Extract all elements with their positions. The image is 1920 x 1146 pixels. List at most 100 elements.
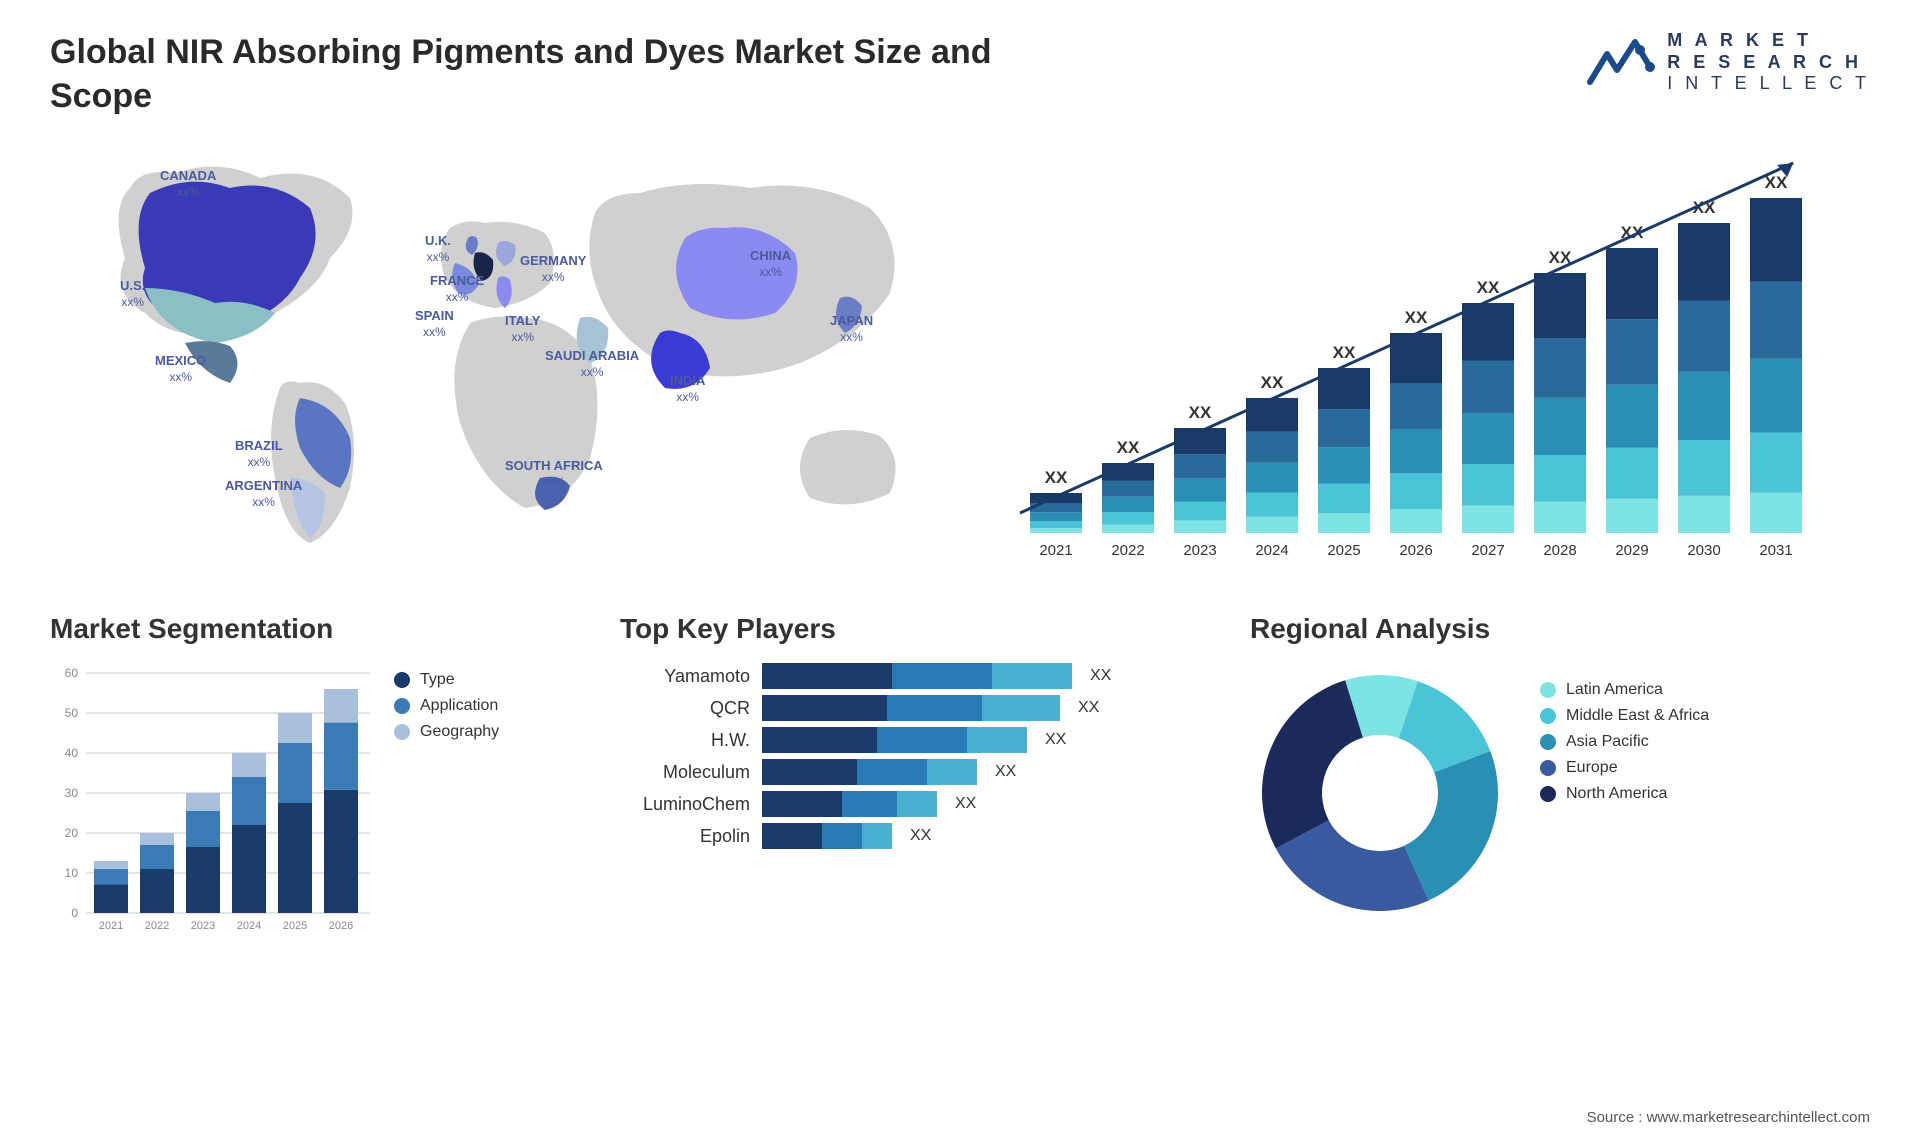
regional-title: Regional Analysis [1250,613,1510,645]
player-bar [762,791,937,817]
logo-line2: R E S E A R C H [1667,52,1870,74]
logo-text: M A R K E T R E S E A R C H I N T E L L … [1667,30,1870,95]
svg-text:2024: 2024 [237,920,261,932]
svg-text:XX: XX [1477,278,1500,297]
logo-icon [1585,32,1655,92]
svg-text:50: 50 [65,706,79,720]
player-value: XX [910,827,931,845]
regional-panel: Regional Analysis Latin America Middle Ea… [1250,613,1870,943]
svg-text:2030: 2030 [1687,542,1720,559]
svg-text:2024: 2024 [1255,542,1288,559]
player-row: H.W. XX [620,727,1200,753]
players-panel: Top Key Players YamamotoXXQCRXXH.W.XXMol… [620,613,1200,943]
svg-text:2023: 2023 [191,920,215,932]
player-name: LuminoChem [620,794,750,815]
svg-text:2022: 2022 [145,920,169,932]
segmentation-title: Market Segmentation [50,613,570,645]
svg-text:XX: XX [1333,343,1356,362]
map-label: CANADAxx% [160,168,216,199]
regional-legend: Latin America Middle East & Africa Asia Pa… [1540,673,1709,943]
legend-item: North America [1540,785,1709,803]
svg-text:XX: XX [1117,438,1140,457]
players-title: Top Key Players [620,613,1200,645]
svg-text:2023: 2023 [1183,542,1216,559]
legend-item: Middle East & Africa [1540,707,1709,725]
growth-svg: XX 2021 XX 2022 XX 2023 XX 2024 XX 2025 XX 2026 XX 20… [990,138,1840,568]
svg-text:60: 60 [65,666,79,680]
svg-text:2022: 2022 [1111,542,1144,559]
player-bar [762,759,977,785]
map-label: INDIAxx% [670,373,705,404]
player-bar [762,695,1060,721]
player-bar [762,823,892,849]
map-label: CHINAxx% [750,248,791,279]
page-title: Global NIR Absorbing Pigments and Dyes M… [50,30,1050,118]
world-map: CANADAxx% U.S.xx% MEXICOxx% BRAZILxx% ARGENT… [50,138,950,578]
source-text: Source : www.marketresearchintellect.com [1587,1109,1870,1126]
map-label: U.S.xx% [120,278,145,309]
svg-text:2026: 2026 [1399,542,1432,559]
legend-item: Europe [1540,759,1709,777]
legend-item: Application [394,697,499,715]
player-name: Moleculum [620,762,750,783]
map-label: SOUTH AFRICAxx% [505,458,603,489]
player-name: H.W. [620,730,750,751]
map-label: SAUDI ARABIAxx% [545,348,639,379]
player-name: QCR [620,698,750,719]
segmentation-legend: Type Application Geography [394,663,499,943]
svg-text:2021: 2021 [1039,542,1072,559]
legend-item: Latin America [1540,681,1709,699]
player-row: Epolin XX [620,823,1200,849]
svg-text:0: 0 [71,906,78,920]
map-label: FRANCExx% [430,273,484,304]
map-label: ITALYxx% [505,313,540,344]
map-label: SPAINxx% [415,308,454,339]
svg-text:XX: XX [1405,308,1428,327]
legend-item: Type [394,671,499,689]
legend-item: Asia Pacific [1540,733,1709,751]
svg-text:10: 10 [65,866,79,880]
svg-text:XX: XX [1045,468,1068,487]
logo-line1: M A R K E T [1667,30,1870,52]
segmentation-chart: 0 10 20 30 40 50 60 2021 2022 2023 2024 2025 2026 [50,663,370,943]
player-name: Yamamoto [620,666,750,687]
map-label: ARGENTINAxx% [225,478,302,509]
regional-donut [1250,663,1510,923]
map-label: JAPANxx% [830,313,873,344]
map-label: BRAZILxx% [235,438,283,469]
player-row: LuminoChem XX [620,791,1200,817]
svg-text:XX: XX [1189,403,1212,422]
svg-text:2029: 2029 [1615,542,1648,559]
logo-line3: I N T E L L E C T [1667,73,1870,95]
growth-chart: XX 2021 XX 2022 XX 2023 XX 2024 XX 2025 XX 2026 XX 20… [990,138,1870,578]
map-label: MEXICOxx% [155,353,206,384]
map-svg [50,138,950,558]
svg-text:XX: XX [1261,373,1284,392]
player-value: XX [955,795,976,813]
logo: M A R K E T R E S E A R C H I N T E L L … [1585,30,1870,95]
svg-text:2025: 2025 [1327,542,1360,559]
svg-text:20: 20 [65,826,79,840]
player-value: XX [1045,731,1066,749]
player-row: Moleculum XX [620,759,1200,785]
player-row: QCR XX [620,695,1200,721]
segmentation-panel: Market Segmentation 0 10 20 30 40 50 60 2021 202… [50,613,570,943]
svg-text:2028: 2028 [1543,542,1576,559]
svg-text:30: 30 [65,786,79,800]
player-name: Epolin [620,826,750,847]
map-label: U.K.xx% [425,233,451,264]
player-value: XX [995,763,1016,781]
player-bar [762,663,1072,689]
legend-item: Geography [394,723,499,741]
svg-text:2031: 2031 [1759,542,1792,559]
player-value: XX [1090,667,1111,685]
svg-text:2026: 2026 [329,920,353,932]
svg-text:2021: 2021 [99,920,123,932]
player-bar [762,727,1027,753]
svg-text:2027: 2027 [1471,542,1504,559]
svg-text:2025: 2025 [283,920,307,932]
player-value: XX [1078,699,1099,717]
players-list: YamamotoXXQCRXXH.W.XXMoleculumXXLuminoCh… [620,663,1200,849]
map-label: GERMANYxx% [520,253,586,284]
svg-text:40: 40 [65,746,79,760]
